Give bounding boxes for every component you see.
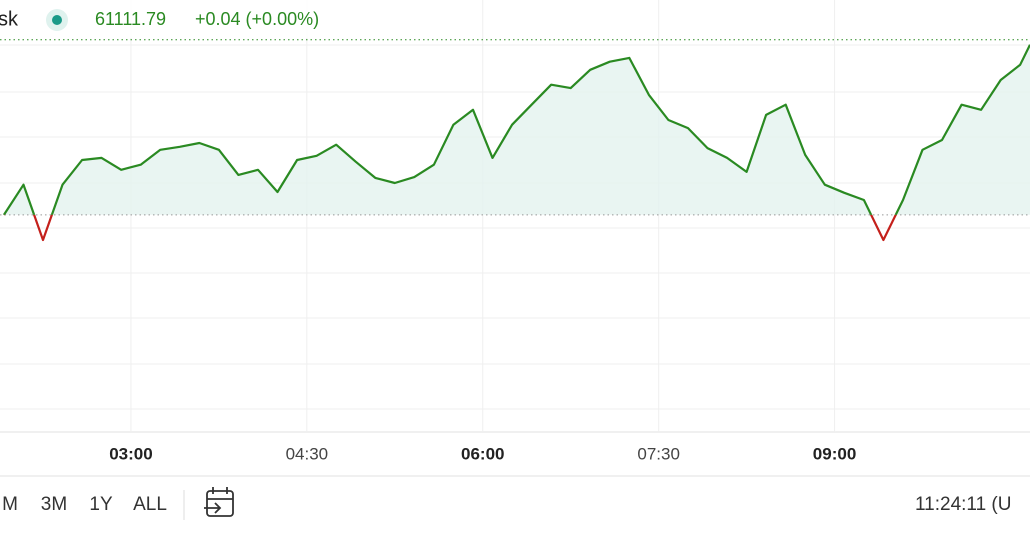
plot: 03:00 04:30 06:00 07:30 09:00 xyxy=(0,0,1030,463)
x-tick-label: 09:00 xyxy=(813,444,856,463)
price-change: +0.04 (+0.00%) xyxy=(195,9,319,29)
range-tab[interactable]: M xyxy=(2,494,18,515)
status-dot xyxy=(52,15,62,25)
x-tick-label: 07:30 xyxy=(637,444,680,463)
range-tabs: M 3M 1Y ALL xyxy=(2,494,167,515)
clock: 11:24:11 (U xyxy=(915,494,1011,515)
calendar-button[interactable] xyxy=(204,487,234,517)
range-tab[interactable]: ALL xyxy=(133,494,167,515)
background-grid xyxy=(0,44,1030,410)
x-tick-label: 03:00 xyxy=(109,444,152,463)
range-tab[interactable]: 1Y xyxy=(89,494,113,515)
x-tick-label: 06:00 xyxy=(461,444,504,463)
area xyxy=(3,44,1030,215)
line-up xyxy=(2,44,1030,215)
symbol-name: sk xyxy=(0,8,19,30)
price: 61111.79 xyxy=(95,9,166,29)
range-tab[interactable]: 3M xyxy=(41,494,67,515)
x-tick-label: 04:30 xyxy=(286,444,329,463)
